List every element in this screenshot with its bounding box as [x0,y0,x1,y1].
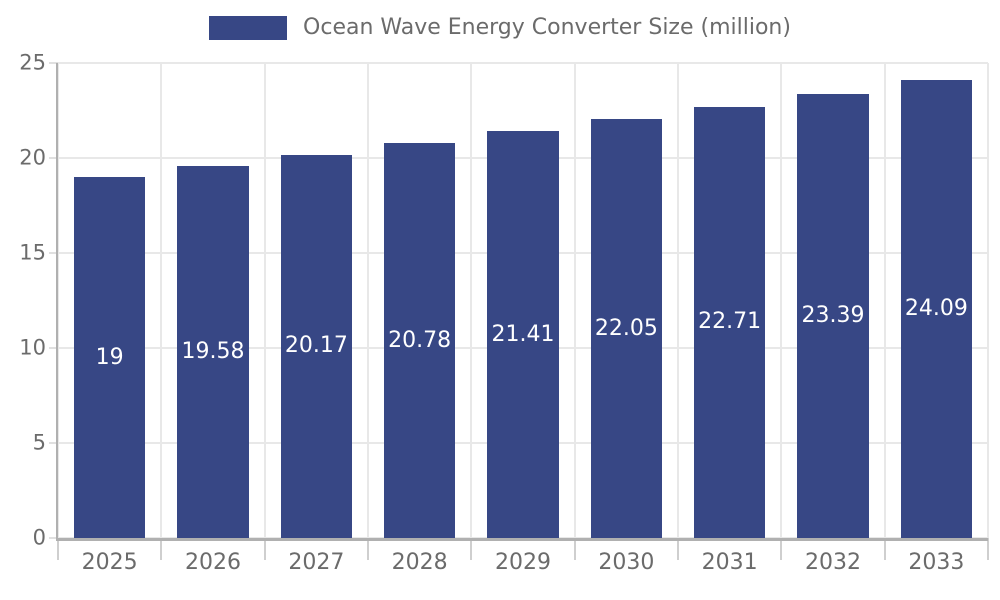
bar[interactable] [900,80,972,538]
y-axis-tick-label: 15 [19,240,46,265]
gridline-vertical [470,63,473,538]
gridline-vertical [263,63,266,538]
bar[interactable] [280,154,352,538]
bar[interactable] [590,119,662,538]
bar[interactable] [694,106,766,538]
gridline-horizontal [58,62,988,64]
x-axis-tick [57,538,59,560]
gridline-vertical [57,63,59,538]
x-axis-tick-label: 2026 [185,550,241,575]
x-axis-tick-label: 2029 [495,550,551,575]
gridline-vertical [367,63,369,538]
bar[interactable] [797,93,869,538]
y-axis-tick [49,537,58,539]
x-axis-tick-label: 2031 [701,550,758,575]
y-axis-tick-label: 25 [19,50,46,75]
x-axis-tick [367,538,369,560]
y-axis-tick [49,62,58,64]
legend-label: Ocean Wave Energy Converter Size (millio… [303,15,791,40]
legend-color-swatch [209,16,288,40]
gridline-vertical [677,63,679,538]
x-axis-tick [573,538,576,560]
x-axis-tick [263,538,266,560]
bar-value-label: 22.05 [594,315,658,341]
bar-value-label: 20.78 [388,327,452,353]
x-axis-tick-label: 2030 [598,550,655,575]
gridline-vertical [160,63,163,538]
legend-item[interactable]: Ocean Wave Energy Converter Size (millio… [209,16,791,40]
plot-area: 19 19.58 20.17 20.78 21.41 22.05 22.71 23.39 24.… [49,62,989,560]
chart-legend: Ocean Wave Energy Converter Size (millio… [0,0,1000,56]
gridline-vertical [987,63,989,538]
y-axis-tick [49,347,58,349]
x-axis-tick-label: 2027 [288,550,345,575]
y-axis-tick-label: 10 [19,335,46,360]
y-axis-tick-label: 0 [32,525,46,550]
bar[interactable] [384,143,456,538]
x-axis-tick [987,538,989,560]
bar-value-label: 20.17 [284,333,348,359]
bar-value-label: 19 [95,344,124,370]
bar[interactable] [487,131,559,538]
y-axis-tick [49,157,58,159]
bar-value-label: 21.41 [491,321,555,347]
gridline-vertical [883,63,886,538]
y-axis-tick [49,442,58,444]
x-axis-tick [470,538,473,560]
bar-value-label: 19.58 [181,338,245,364]
x-axis-tick [677,538,679,560]
bar-value-label: 22.71 [698,309,762,335]
gridline-vertical [780,63,783,538]
x-axis-tick [780,538,783,560]
x-axis-tick-label: 2028 [391,550,448,575]
bar[interactable] [74,177,146,538]
x-axis-line [56,538,988,541]
y-axis-tick [49,252,58,254]
x-axis-tick [160,538,163,560]
y-axis-tick-label: 20 [19,145,46,170]
y-axis-tick-label: 5 [32,430,46,455]
x-axis-tick-label: 2033 [908,550,965,575]
bar[interactable] [177,165,249,538]
y-axis-line [56,63,58,538]
x-axis-tick-label: 2032 [805,550,861,575]
bar-value-label: 24.09 [904,296,968,322]
x-axis-tick [883,538,886,560]
x-axis-tick-label: 2025 [81,550,138,575]
gridline-vertical [573,63,576,538]
bar-value-label: 23.39 [801,302,865,328]
